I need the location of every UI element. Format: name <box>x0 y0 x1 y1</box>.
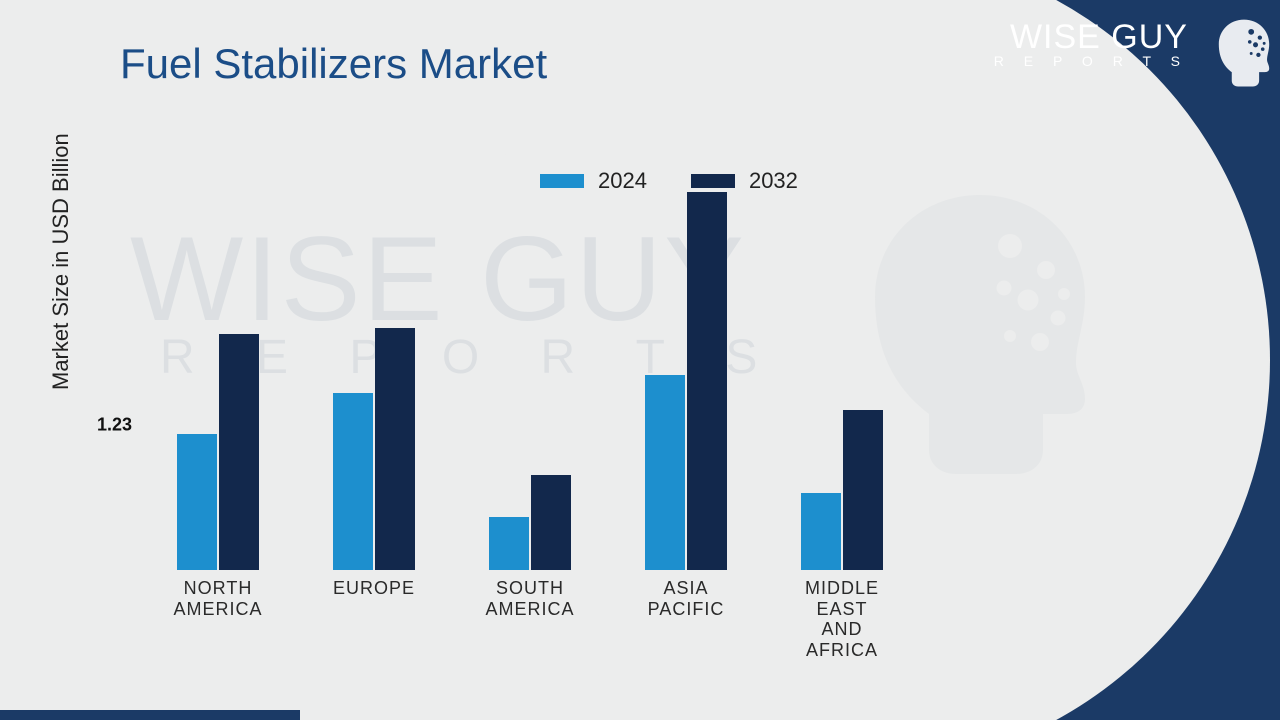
bar-group: EUROPE <box>296 328 452 570</box>
category-label: EUROPE <box>296 578 452 599</box>
y-axis-label: Market Size in USD Billion <box>48 133 74 390</box>
bar <box>177 434 217 570</box>
bottom-accent-bar <box>0 710 300 720</box>
bar-group: MIDDLEEASTANDAFRICA <box>764 410 920 570</box>
chart-area: 1.23 NORTHAMERICAEUROPESOUTHAMERICAASIAP… <box>100 180 920 600</box>
bar <box>687 192 727 570</box>
bar-group: SOUTHAMERICA <box>452 475 608 570</box>
bar <box>531 475 571 570</box>
category-label: SOUTHAMERICA <box>452 578 608 619</box>
category-label: ASIAPACIFIC <box>608 578 764 619</box>
category-label: MIDDLEEASTANDAFRICA <box>764 578 920 661</box>
brand-line1: WISE GUY <box>994 18 1188 57</box>
bar <box>489 517 529 570</box>
bar-group: ASIAPACIFIC <box>608 192 764 570</box>
brand-line2: R E P O R T S <box>994 53 1188 69</box>
bar <box>219 334 259 570</box>
brand-logo: WISE GUY R E P O R T S <box>994 18 1188 69</box>
y-tick-label: 1.23 <box>97 414 140 435</box>
category-label: NORTHAMERICA <box>140 578 296 619</box>
brand-head-icon <box>1208 16 1280 88</box>
chart-title: Fuel Stabilizers Market <box>120 40 547 88</box>
bar <box>843 410 883 570</box>
bar <box>645 375 685 570</box>
bar <box>375 328 415 570</box>
chart-stage: WISE GUY R E P O R T S WISE GUY R E P O … <box>0 0 1280 720</box>
bar-group: NORTHAMERICA <box>140 334 296 570</box>
bar <box>801 493 841 570</box>
bar-groups: NORTHAMERICAEUROPESOUTHAMERICAASIAPACIFI… <box>140 180 920 570</box>
bar <box>333 393 373 570</box>
